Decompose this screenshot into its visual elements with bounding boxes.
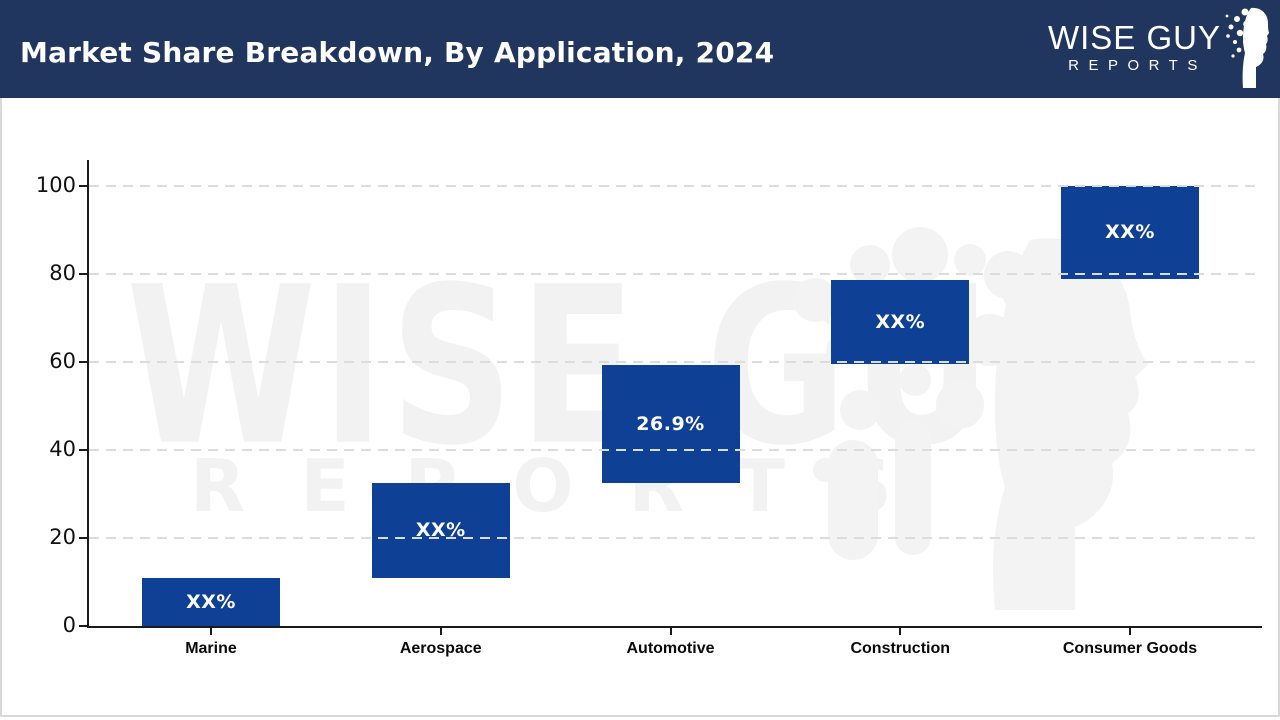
bar-marine: XX% [142,577,280,626]
chart-area: WISE GUY REPORTS 0 20 40 60 80 100 XX% Marine XX… [0,98,1280,720]
x-tick [439,628,442,635]
logo-subtext: REPORTS [1068,57,1207,75]
bar-value-label: XX% [875,311,926,334]
x-axis-line [87,626,1262,628]
y-tick-label: 0 [62,613,76,637]
x-tick [210,628,212,635]
y-tick [79,361,87,363]
x-tick [899,628,902,635]
y-tick-label: 60 [49,349,76,373]
logo-text: WISE GUY REPORTS [1047,18,1221,75]
bar-value-label: 26.9% [636,412,705,435]
bar-aerospace: XX% [371,483,510,578]
x-tick-label: Marine [185,640,237,657]
y-tick-label: 100 [35,173,76,197]
x-tick [669,628,672,635]
brand-logo: WISE GUY REPORTS [1048,6,1270,88]
left-border [0,98,2,717]
chart-title: Market Share Breakdown, By Application, … [20,36,775,69]
y-axis-line [87,160,89,628]
y-tick [79,537,87,539]
x-tick-label: Aerospace [399,640,482,657]
bottom-border [0,715,1280,717]
y-tick [79,185,87,187]
bar-value-label: XX% [1105,221,1155,244]
watermark-subtext: REPORTS [190,444,947,528]
logo-head-icon [1225,7,1269,88]
right-border [1278,98,1280,717]
gridline [89,449,1262,451]
x-tick [1129,628,1131,635]
gridline [89,185,1262,187]
x-tick-label: Automotive [626,640,715,657]
gridline [89,361,1262,363]
y-tick [79,449,87,451]
logo-wordmark: WISE GUY [1047,18,1221,56]
y-tick-label: 40 [49,437,76,461]
gridline [89,537,1262,539]
gridline [89,273,1262,275]
bar-value-label: XX% [186,590,236,613]
y-tick [79,273,87,275]
x-tick-label: Consumer Goods [1062,640,1198,657]
bar-construction: XX% [831,280,970,365]
y-tick-label: 80 [49,261,76,285]
x-tick-label: Construction [850,640,951,657]
y-tick-label: 20 [49,525,76,549]
header-bar: Market Share Breakdown, By Application, … [0,0,1280,98]
bar-consumer-goods: XX% [1061,186,1199,279]
bar-automotive: 26.9% [601,364,740,483]
bar-value-label: XX% [415,519,466,542]
y-tick [79,625,87,627]
